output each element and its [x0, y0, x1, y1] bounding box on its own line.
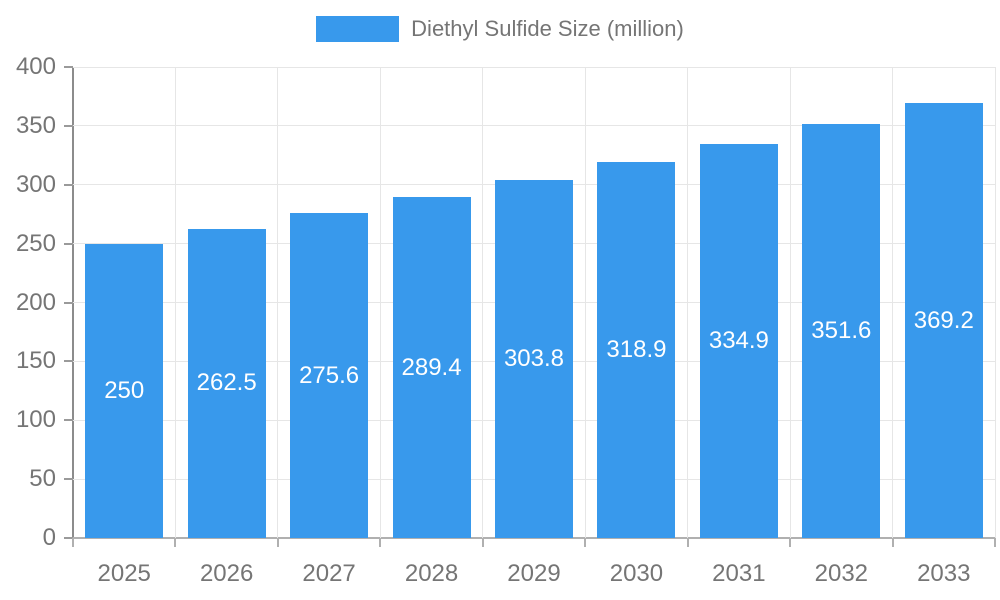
bar-value-label: 250: [104, 376, 145, 404]
bar-value-label: 262.5: [196, 369, 257, 397]
y-axis-tick: [64, 124, 73, 127]
x-tick-label: 2033: [917, 560, 971, 587]
x-axis-line: [65, 537, 995, 539]
y-tick-label: 400: [15, 53, 56, 80]
y-tick-label: 150: [15, 347, 56, 375]
bar: [392, 197, 471, 538]
bar: [290, 213, 369, 538]
bar: [597, 162, 676, 538]
bar-value-label: 275.6: [299, 361, 360, 389]
gridline-vertical: [789, 67, 791, 538]
y-tick-label: 200: [15, 288, 56, 316]
bar: [495, 180, 573, 538]
gridline-vertical: [687, 67, 689, 538]
gridline-vertical: [379, 67, 381, 538]
y-axis-tick: [64, 183, 73, 186]
y-axis-tick: [64, 478, 73, 481]
x-tick-label: 2025: [97, 560, 151, 587]
bar-value-label: 289.4: [401, 353, 462, 381]
plot-area: 250 262.5 275.6 289.4 303.8 318.9 334.9 351.6 36…: [73, 66, 996, 538]
gridline-horizontal: [73, 66, 995, 68]
bar-value-label: 334.9: [708, 326, 769, 354]
x-axis-tick: [584, 538, 587, 547]
x-axis-tick: [174, 538, 177, 547]
gridline-vertical: [892, 67, 894, 538]
chart-legend[interactable]: Diethyl Sulfide Size (million): [0, 16, 1000, 42]
bar: [802, 123, 881, 538]
y-tick-label: 50: [29, 465, 56, 493]
bar-value-label: 318.9: [606, 336, 667, 364]
x-axis-tick: [379, 538, 382, 547]
gridline-vertical: [994, 67, 996, 538]
bar: [187, 228, 266, 538]
gridline-vertical: [584, 67, 586, 538]
x-tick-label: 2028: [404, 560, 459, 587]
x-axis-tick: [72, 538, 74, 547]
y-tick-label: 350: [15, 111, 56, 139]
bar-value-label: 303.8: [503, 345, 565, 373]
gridline-horizontal: [73, 125, 995, 127]
x-tick-label: 2030: [609, 560, 664, 587]
y-axis-tick: [64, 301, 73, 304]
x-tick-label: 2027: [302, 560, 356, 587]
x-axis-tick: [789, 538, 792, 547]
x-axis-tick: [276, 538, 279, 547]
x-axis-tick: [686, 538, 689, 547]
x-axis-tick: [891, 538, 894, 547]
gridline-vertical: [277, 67, 279, 538]
bar: [904, 103, 983, 538]
y-axis-tick: [64, 537, 73, 539]
y-tick-label: 0: [42, 524, 56, 551]
y-tick-label: 100: [15, 406, 56, 434]
bar-value-label: 351.6: [811, 316, 872, 344]
x-tick-label: 2026: [199, 560, 254, 587]
x-axis-tick: [481, 538, 484, 547]
y-tick-label: 250: [15, 229, 56, 257]
y-axis-tick: [64, 242, 73, 245]
y-axis-tick: [64, 419, 73, 422]
x-tick-label: 2031: [712, 560, 766, 587]
x-axis-tick: [994, 538, 996, 547]
x-tick-label: 2029: [507, 560, 561, 587]
gridline-vertical: [174, 67, 176, 538]
bar-value-label: 369.2: [913, 306, 974, 334]
bar: [85, 243, 164, 538]
gridline-vertical: [482, 67, 484, 538]
y-tick-label: 300: [15, 170, 56, 198]
y-axis-tick: [64, 360, 73, 363]
x-tick-label: 2032: [814, 560, 869, 587]
legend-label[interactable]: Diethyl Sulfide Size (million): [411, 16, 684, 41]
y-axis-tick: [64, 66, 73, 68]
bar: [699, 143, 778, 538]
legend-swatch[interactable]: [316, 16, 400, 42]
